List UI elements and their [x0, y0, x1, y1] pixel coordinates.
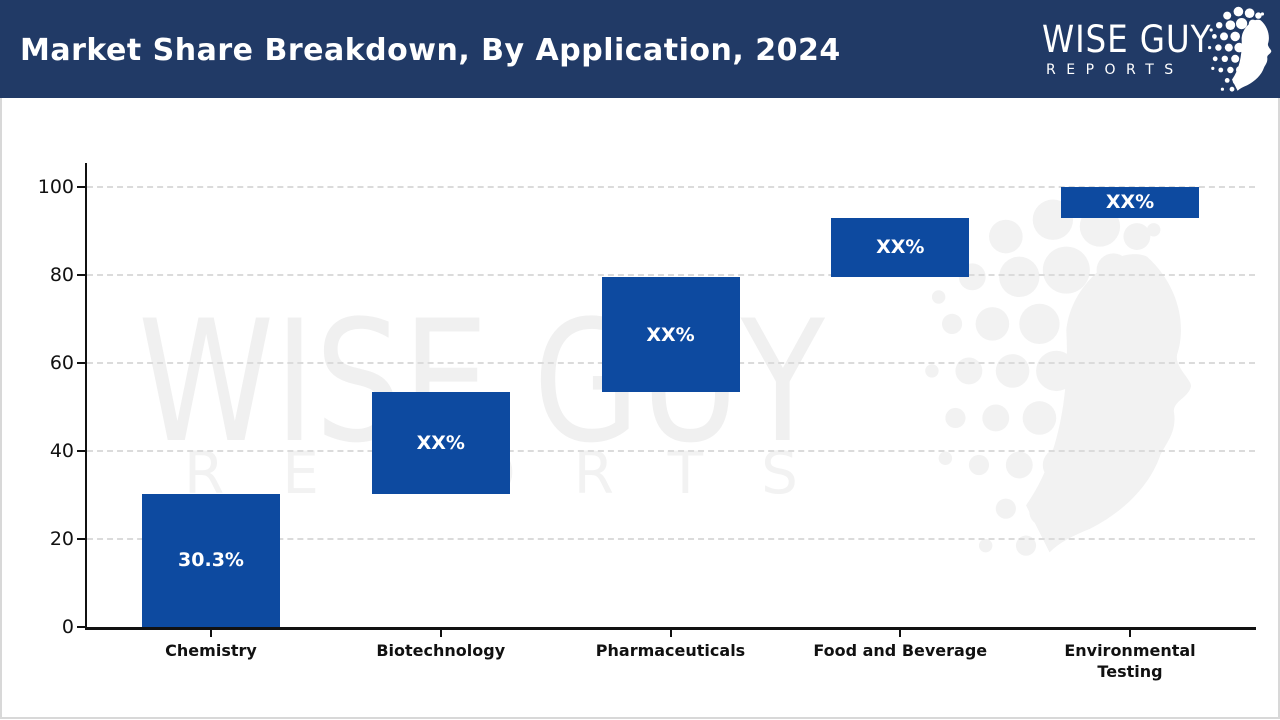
x-tickmark — [899, 629, 902, 637]
header-bar: Market Share Breakdown, By Application, … — [0, 0, 1280, 98]
wiseguy-logo: WISE GUY REPORTS — [1036, 10, 1270, 94]
wiseguy-face-icon — [1192, 6, 1272, 94]
y-tick-label: 80 — [49, 264, 74, 286]
y-tickmark — [77, 626, 85, 628]
bar — [371, 392, 510, 494]
y-tickmark — [77, 538, 85, 540]
x-tickmark — [669, 629, 672, 637]
logo-text-reports: REPORTS — [1046, 62, 1184, 78]
y-tick-label: 0 — [61, 616, 74, 638]
bar — [601, 276, 740, 393]
y-tickmark — [77, 186, 85, 188]
y-tick-label: 20 — [49, 528, 74, 550]
bar-label: 30.3% — [178, 549, 244, 572]
y-tickmark — [77, 362, 85, 364]
x-tickmark — [439, 629, 442, 637]
y-tick-label: 40 — [49, 440, 74, 462]
bar-label: XX% — [1105, 191, 1155, 214]
gridline — [87, 450, 1255, 452]
y-tickmark — [77, 274, 85, 276]
gridline — [87, 538, 1255, 540]
bar — [142, 493, 280, 627]
gridline — [87, 186, 1255, 188]
x-tickmark — [210, 629, 212, 637]
gridline — [87, 274, 1255, 276]
bar-label: XX% — [646, 323, 695, 346]
bar-label: XX% — [876, 236, 925, 259]
category-label: Chemistry — [165, 641, 257, 660]
y-tick-label: 60 — [49, 352, 74, 374]
page-title: Market Share Breakdown, By Application, … — [20, 33, 841, 68]
logo-text-wiseguy: WISE GUY — [1042, 18, 1212, 61]
bar-label: XX% — [416, 432, 465, 455]
y-axis-spine — [85, 163, 87, 629]
category-label: Pharmaceuticals — [595, 641, 746, 660]
y-tickmark — [77, 450, 85, 452]
x-tickmark — [1129, 629, 1131, 637]
x-axis-spine — [85, 627, 1256, 630]
category-label: Biotechnology — [376, 641, 506, 660]
category-label: Food and Beverage — [813, 641, 988, 660]
category-label: Environmental Testing — [1064, 641, 1196, 681]
y-tick-label: 100 — [37, 176, 74, 198]
